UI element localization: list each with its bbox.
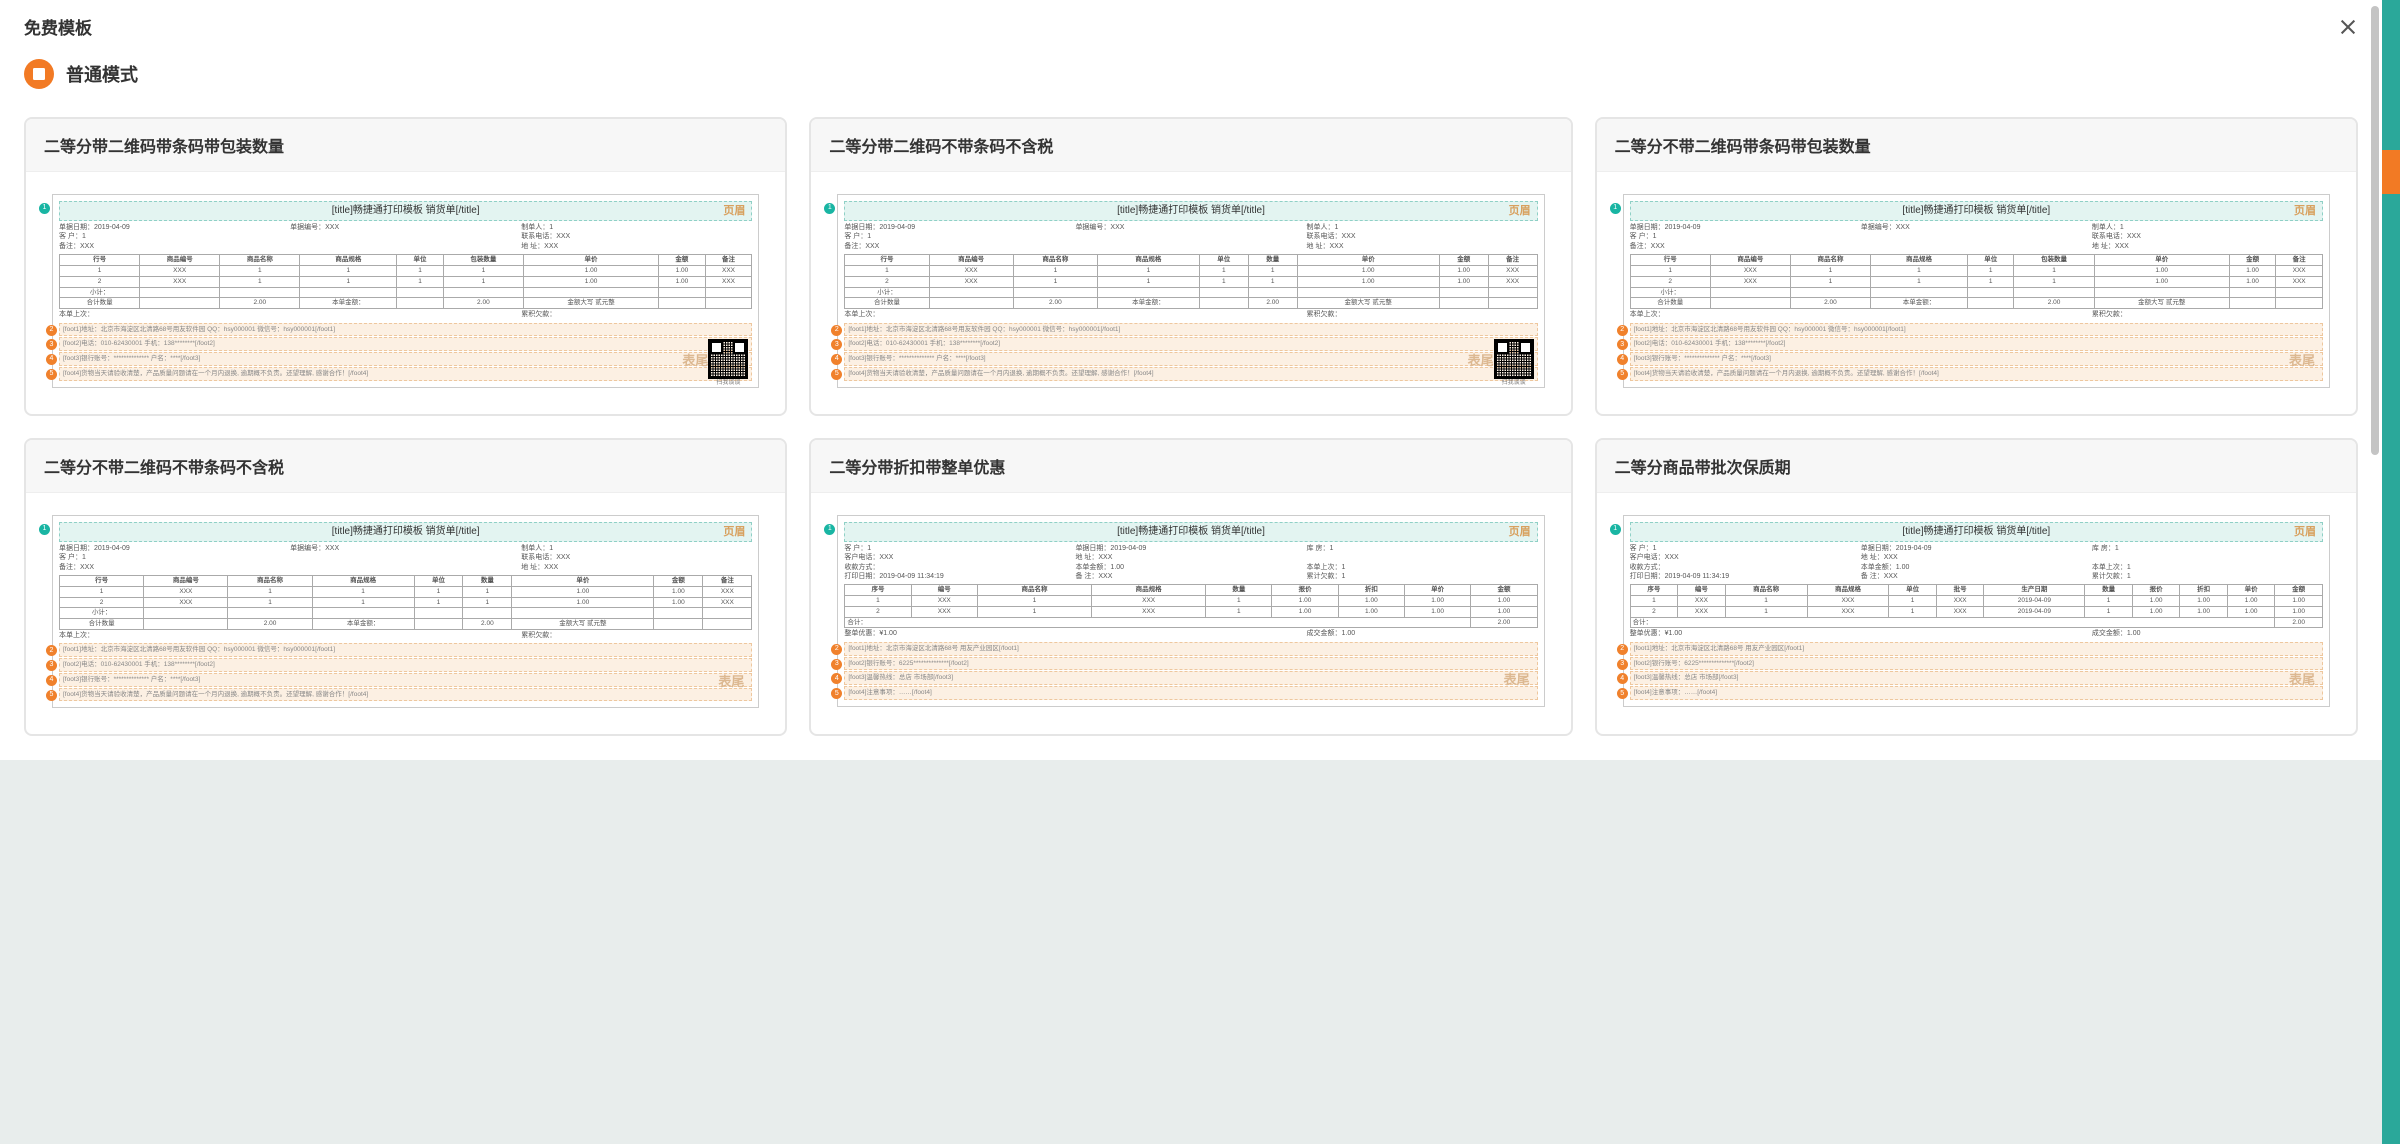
- template-card[interactable]: 二等分不带二维码带条码带包装数量 1 [title]畅捷通打印模板 销货单[/t…: [1595, 117, 2358, 416]
- template-card[interactable]: 二等分带二维码带条码带包装数量 1 [title]畅捷通打印模板 销货单[/ti…: [24, 117, 787, 416]
- right-orange-tab[interactable]: [2382, 150, 2400, 194]
- qr-code: 扫我谈谈: [1494, 339, 1534, 379]
- template-table: 行号商品编号商品名称商品规格单位数量单价金额备注 1XXX11111.001.0…: [59, 575, 752, 630]
- template-table: 行号商品编号商品名称商品规格单位包装数量单价金额备注 1XXX11111.001…: [1630, 254, 2323, 309]
- template-card[interactable]: 二等分不带二维码不带条码不含税 1 [title]畅捷通打印模板 销货单[/ti…: [24, 438, 787, 737]
- template-card-title: 二等分商品带批次保质期: [1597, 440, 2356, 493]
- template-table: 行号商品编号商品名称商品规格单位包装数量单价金额备注 1XXX11111.001…: [59, 254, 752, 309]
- template-table: 序号编号商品名称商品规格数量报价折扣单价金额 1XXX1XXX11.001.00…: [844, 584, 1537, 628]
- right-teal-bar: [2382, 0, 2400, 1144]
- qr-code: 扫我谈谈: [708, 339, 748, 379]
- template-card-title: 二等分带二维码不带条码不含税: [811, 119, 1570, 172]
- template-card-title: 二等分带二维码带条码带包装数量: [26, 119, 785, 172]
- template-card[interactable]: 二等分带折扣带整单优惠 1 [title]畅捷通打印模板 销货单[/title]…: [809, 438, 1572, 737]
- mode-title: 普通模式: [66, 61, 138, 87]
- modal-title: 免费模板: [24, 14, 92, 39]
- template-table: 序号编号商品名称商品规格单位批号生产日期数量报价折扣单价金额 1XXX1XXX1…: [1630, 584, 2323, 628]
- close-icon[interactable]: [2338, 17, 2358, 37]
- template-title: [title]畅捷通打印模板 销货单[/title]页眉: [59, 201, 752, 221]
- template-card-title: 二等分不带二维码不带条码不含税: [26, 440, 785, 493]
- scrollbar-thumb[interactable]: [2371, 6, 2379, 455]
- template-title: [title]畅捷通打印模板 销货单[/title]页眉: [844, 201, 1537, 221]
- template-table: 行号商品编号商品名称商品规格单位数量单价金额备注 1XXX11111.001.0…: [844, 254, 1537, 309]
- mode-icon: [24, 59, 54, 89]
- template-card[interactable]: 二等分带二维码不带条码不含税 1 [title]畅捷通打印模板 销货单[/tit…: [809, 117, 1572, 416]
- template-title: [title]畅捷通打印模板 销货单[/title]页眉: [1630, 201, 2323, 221]
- template-title: [title]畅捷通打印模板 销货单[/title]页眉: [59, 522, 752, 542]
- template-card-title: 二等分带折扣带整单优惠: [811, 440, 1570, 493]
- scrollbar[interactable]: [2371, 6, 2379, 754]
- template-title: [title]畅捷通打印模板 销货单[/title]页眉: [1630, 522, 2323, 542]
- template-modal: 免费模板 普通模式 二等分带二维码带条码带包装数量 1 [title]畅捷通打印…: [0, 0, 2382, 760]
- template-title: [title]畅捷通打印模板 销货单[/title]页眉: [844, 522, 1537, 542]
- template-card-title: 二等分不带二维码带条码带包装数量: [1597, 119, 2356, 172]
- template-card[interactable]: 二等分商品带批次保质期 1 [title]畅捷通打印模板 销货单[/title]…: [1595, 438, 2358, 737]
